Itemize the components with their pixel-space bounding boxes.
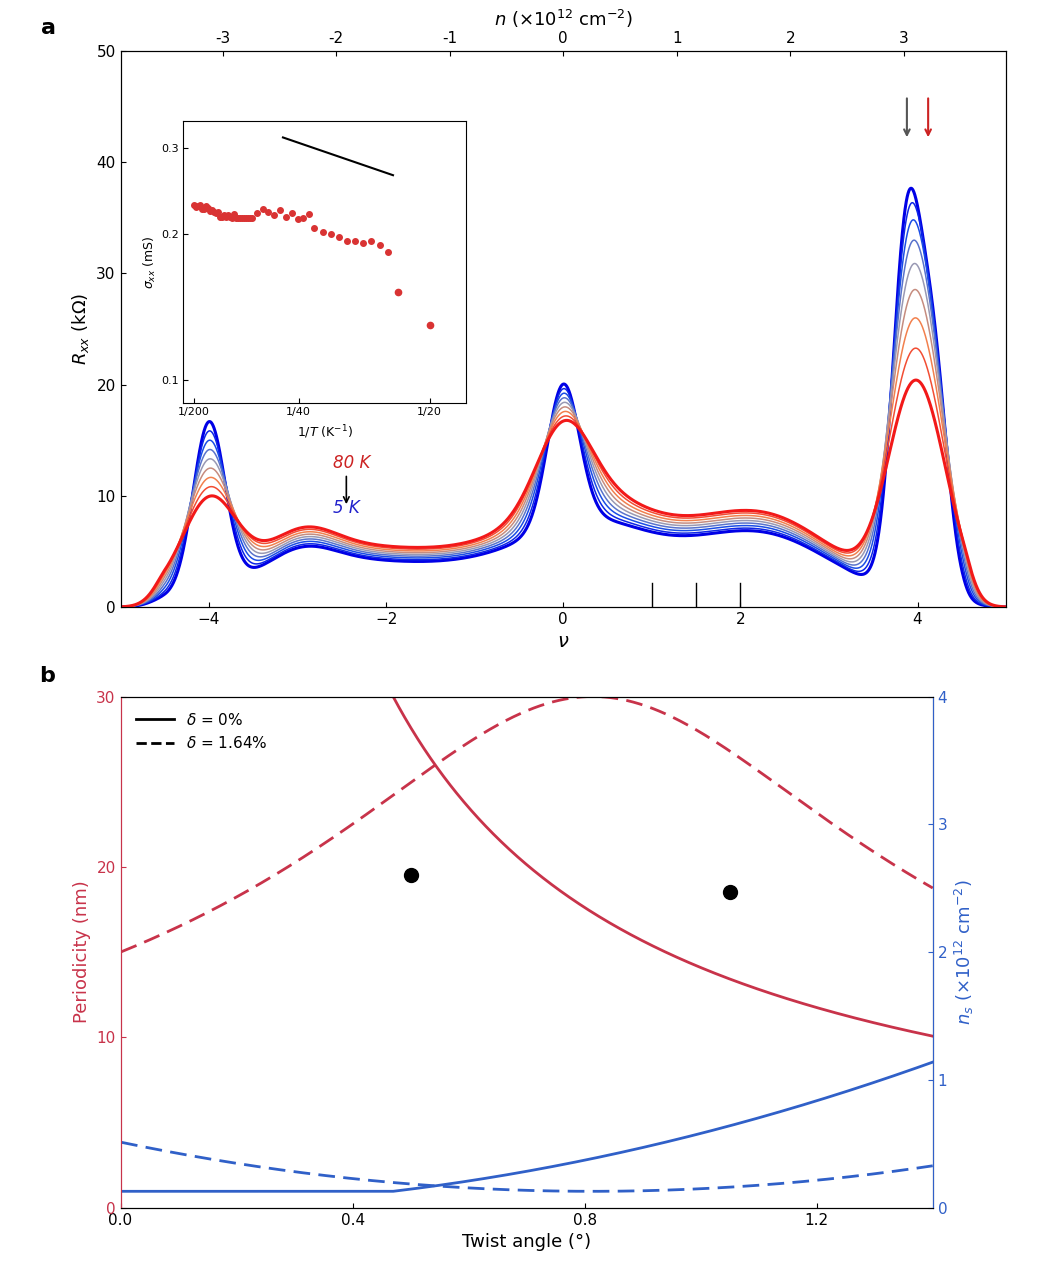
X-axis label: $\nu$: $\nu$: [558, 633, 569, 652]
X-axis label: $1/T$ (K$^{-1}$): $1/T$ (K$^{-1}$): [297, 423, 353, 441]
Text: a: a: [41, 18, 56, 38]
Text: b: b: [40, 666, 56, 686]
Y-axis label: $\sigma_{xx}$ (mS): $\sigma_{xx}$ (mS): [141, 235, 158, 289]
Legend: $\delta$ = 0%, $\delta$ = 1.64%: $\delta$ = 0%, $\delta$ = 1.64%: [128, 704, 276, 759]
X-axis label: $n$ ($\times$10$^{12}$ cm$^{-2}$): $n$ ($\times$10$^{12}$ cm$^{-2}$): [494, 8, 633, 29]
Text: 5 K: 5 K: [333, 498, 359, 516]
Y-axis label: Periodicity (nm): Periodicity (nm): [72, 881, 91, 1024]
Text: 80 K: 80 K: [333, 454, 370, 472]
Y-axis label: $R_{xx}$ (k$\Omega$): $R_{xx}$ (k$\Omega$): [70, 293, 91, 366]
X-axis label: Twist angle (°): Twist angle (°): [462, 1233, 591, 1251]
Y-axis label: $n_s$ ($\times$10$^{12}$ cm$^{-2}$): $n_s$ ($\times$10$^{12}$ cm$^{-2}$): [953, 879, 976, 1025]
